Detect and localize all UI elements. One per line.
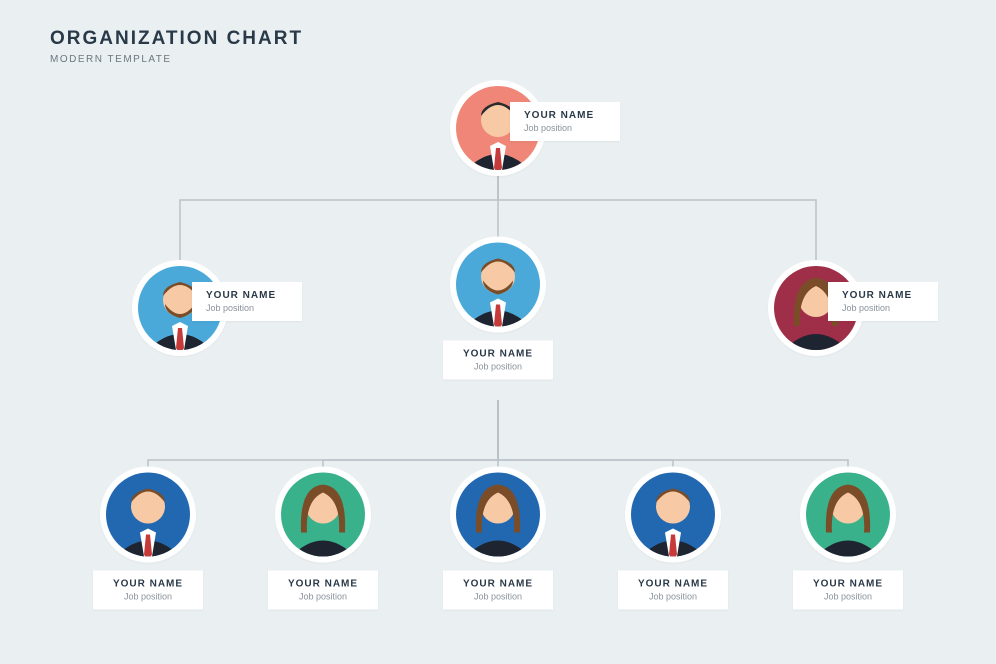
node-position: Job position xyxy=(107,592,189,602)
node-label: YOUR NAME Job position xyxy=(618,571,728,610)
avatar-ring xyxy=(625,467,721,563)
chart-title: ORGANIZATION CHART xyxy=(50,28,303,50)
node-label: YOUR NAME Job position xyxy=(793,571,903,610)
avatar-icon xyxy=(456,473,540,557)
node-position: Job position xyxy=(206,303,288,313)
org-node: YOUR NAME Job position xyxy=(618,467,728,610)
node-position: Job position xyxy=(457,362,539,372)
node-position: Job position xyxy=(282,592,364,602)
node-position: Job position xyxy=(632,592,714,602)
avatar-icon xyxy=(281,473,365,557)
org-node: YOUR NAME Job position xyxy=(443,467,553,610)
avatar-ring xyxy=(800,467,896,563)
node-label: YOUR NAME Job position xyxy=(443,571,553,610)
node-name: YOUR NAME xyxy=(524,110,606,121)
node-name: YOUR NAME xyxy=(807,579,889,590)
org-node: YOUR NAME Job position xyxy=(268,467,378,610)
org-node: YOUR NAME Job position xyxy=(793,467,903,610)
node-label: YOUR NAME Job position xyxy=(510,102,620,141)
node-name: YOUR NAME xyxy=(457,349,539,360)
avatar-ring xyxy=(100,467,196,563)
org-node: YOUR NAMEJob position xyxy=(768,260,864,356)
node-label: YOUR NAME Job position xyxy=(268,571,378,610)
avatar-icon xyxy=(631,473,715,557)
node-name: YOUR NAME xyxy=(457,579,539,590)
node-name: YOUR NAME xyxy=(282,579,364,590)
node-name: YOUR NAME xyxy=(206,290,288,301)
node-name: YOUR NAME xyxy=(842,290,924,301)
node-name: YOUR NAME xyxy=(632,579,714,590)
org-node: YOUR NAME Job position xyxy=(443,237,553,380)
node-position: Job position xyxy=(807,592,889,602)
node-name: YOUR NAME xyxy=(107,579,189,590)
node-label: YOUR NAME Job position xyxy=(93,571,203,610)
chart-header: ORGANIZATION CHART MODERN TEMPLATE xyxy=(50,28,303,65)
avatar-ring xyxy=(450,237,546,333)
node-label: YOUR NAME Job position xyxy=(192,282,302,321)
org-node: YOUR NAMEJob position xyxy=(132,260,228,356)
avatar-ring xyxy=(275,467,371,563)
avatar-icon xyxy=(456,243,540,327)
node-position: Job position xyxy=(842,303,924,313)
org-node: YOUR NAMEJob position xyxy=(450,80,546,176)
node-position: Job position xyxy=(524,123,606,133)
node-position: Job position xyxy=(457,592,539,602)
avatar-ring xyxy=(450,467,546,563)
node-label: YOUR NAME Job position xyxy=(828,282,938,321)
node-label: YOUR NAME Job position xyxy=(443,341,553,380)
avatar-icon xyxy=(806,473,890,557)
avatar-icon xyxy=(106,473,190,557)
chart-subtitle: MODERN TEMPLATE xyxy=(50,54,303,65)
org-node: YOUR NAME Job position xyxy=(93,467,203,610)
